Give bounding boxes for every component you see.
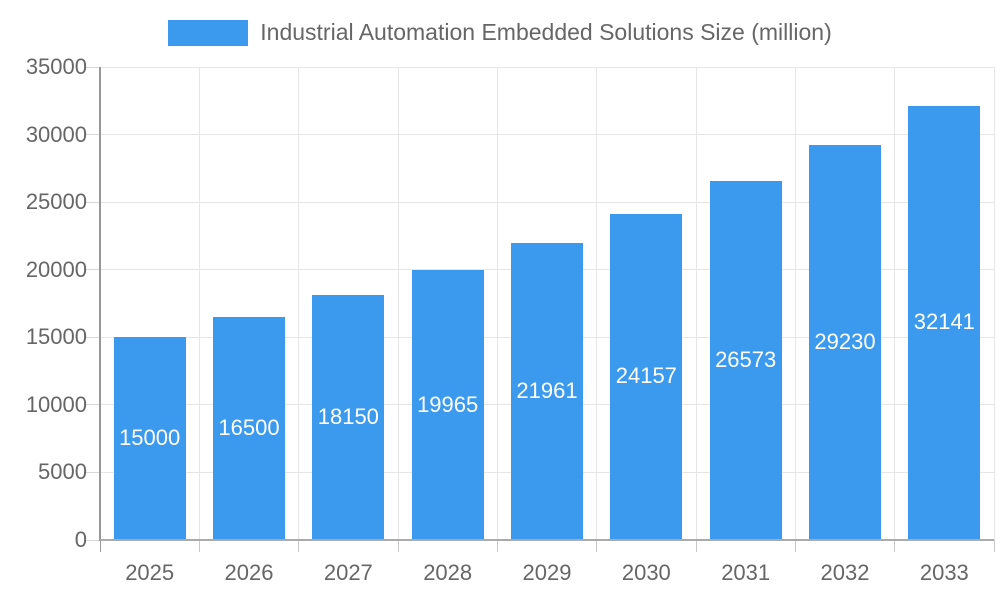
y-axis-tick: [85, 471, 100, 473]
x-axis-tick: [894, 540, 896, 552]
x-tick-label: 2025: [125, 560, 175, 585]
bar-value-label: 26573: [715, 346, 777, 372]
bar-2028[interactable]: 19965: [411, 270, 484, 539]
bar-2029[interactable]: 21961: [511, 243, 583, 539]
bar-value-label: 32141: [913, 309, 975, 335]
x-tick-label: 2032: [820, 560, 870, 585]
bar-2031[interactable]: 26573: [709, 180, 782, 539]
y-tick-label: 5000: [38, 459, 87, 485]
bar-value-label: 16500: [218, 414, 280, 440]
x-tick-label: 2031: [721, 560, 771, 585]
gridline-vertical: [794, 67, 796, 540]
y-axis-tick: [85, 404, 100, 406]
gridline-vertical: [198, 67, 200, 540]
y-tick-label: 25000: [25, 189, 87, 215]
bar-2025[interactable]: 15000: [113, 337, 186, 539]
bar-value-label: 21961: [516, 378, 578, 404]
x-tick-label: 2029: [522, 560, 572, 585]
bar-2026[interactable]: 16500: [213, 317, 285, 539]
y-tick-label: 35000: [25, 54, 87, 79]
gridline-vertical: [298, 67, 300, 540]
y-tick-label: 15000: [25, 324, 87, 350]
x-tick-label: 2028: [423, 560, 473, 585]
x-axis-tick: [198, 540, 200, 552]
y-tick-label: 30000: [25, 121, 87, 147]
bar-value-label: 24157: [615, 363, 677, 389]
bar-2033[interactable]: 32141: [908, 105, 981, 539]
legend-label: Industrial Automation Embedded Solutions…: [260, 19, 832, 45]
x-axis-tick: [99, 540, 101, 552]
gridline-vertical: [695, 67, 697, 540]
y-axis-tick: [85, 539, 100, 541]
y-axis-tick: [85, 269, 100, 271]
x-tick-label: 2026: [224, 560, 274, 585]
gridline-horizontal: [100, 66, 994, 68]
y-axis-tick: [85, 336, 100, 338]
x-axis-tick: [298, 540, 300, 552]
bar-2030[interactable]: 24157: [610, 213, 683, 539]
gridline-vertical: [993, 67, 995, 540]
x-axis-tick: [993, 540, 995, 552]
bar-value-label: 29230: [814, 328, 876, 354]
chart-legend[interactable]: Industrial Automation Embedded Solutions…: [0, 19, 1000, 46]
bar-value-label: 18150: [317, 403, 379, 429]
gridline-horizontal: [100, 134, 994, 136]
y-axis-line: [99, 67, 101, 541]
x-axis-tick: [695, 540, 697, 552]
gridline-vertical: [894, 67, 896, 540]
y-axis-tick: [85, 134, 100, 136]
x-axis-line: [100, 539, 994, 541]
gridline-vertical: [496, 67, 498, 540]
x-tick-label: 2027: [323, 560, 373, 585]
gridline-vertical: [596, 67, 598, 540]
legend-swatch: [168, 19, 249, 46]
x-tick-label: 2033: [919, 560, 969, 585]
x-axis-tick: [596, 540, 598, 552]
x-axis-tick: [794, 540, 796, 552]
bar-2032[interactable]: 29230: [809, 144, 881, 539]
y-tick-label: 10000: [25, 391, 87, 417]
x-tick-label: 2030: [621, 560, 671, 585]
bar-value-label: 15000: [119, 425, 181, 451]
y-tick-label: 20000: [25, 256, 87, 282]
gridline-horizontal: [100, 201, 994, 203]
y-tick-label: 0: [74, 527, 87, 552]
bar-2027[interactable]: 18150: [312, 294, 385, 539]
x-axis-tick: [397, 540, 399, 552]
x-axis-tick: [496, 540, 498, 552]
y-axis-tick: [85, 66, 100, 68]
gridline-vertical: [397, 67, 399, 540]
y-axis-tick: [85, 201, 100, 203]
bar-value-label: 19965: [417, 391, 479, 417]
